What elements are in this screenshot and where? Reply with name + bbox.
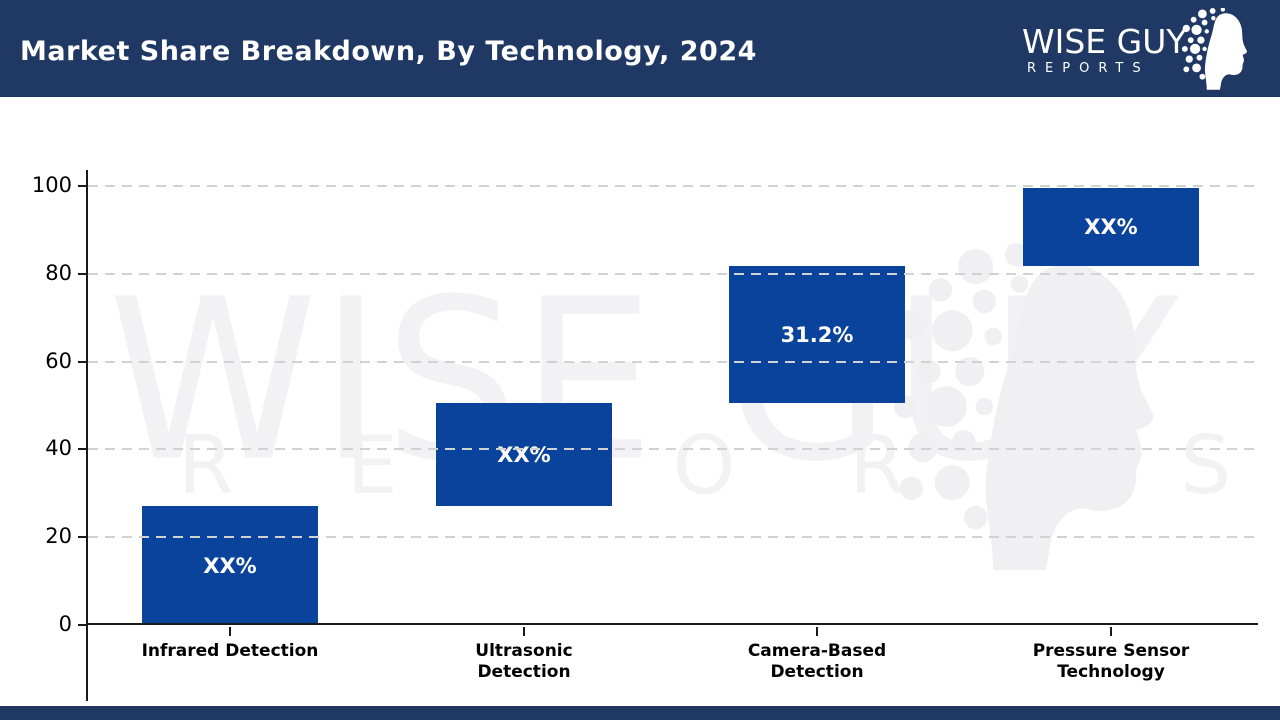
x-axis-line [86, 623, 1258, 625]
category-label: Pressure Sensor Technology [1001, 641, 1221, 683]
category-label-line: Ultrasonic [475, 641, 573, 661]
bar-3: 31.2% [729, 266, 905, 404]
category-label: Ultrasonic Detection [414, 641, 634, 683]
header-bar: Market Share Breakdown, By Technology, 2… [0, 0, 1280, 97]
logo-text: WISE GUY REPORTS [1022, 22, 1187, 77]
y-tick-label: 0 [58, 612, 72, 636]
bar-2: XX% [436, 403, 612, 507]
logo-subtitle: REPORTS [1027, 61, 1150, 76]
x-tick-mark [816, 627, 818, 636]
footer-bar [0, 706, 1280, 720]
y-tick-mark [78, 624, 86, 626]
category-label-line: Detection [770, 662, 864, 682]
y-tick-label: 20 [45, 524, 72, 549]
y-tick-mark [78, 272, 86, 275]
head-profile-dots-icon [1181, 8, 1247, 90]
x-tick-mark [229, 627, 231, 636]
bar-value-label: XX% [1084, 215, 1138, 240]
y-tick-mark [78, 185, 86, 187]
x-tick-mark [523, 627, 525, 636]
y-tick-label: 40 [45, 436, 72, 461]
y-tick-label: 60 [45, 348, 72, 373]
wise-guy-reports-logo: WISE GUY REPORTS [1022, 8, 1272, 92]
watermark-head-icon [893, 240, 1154, 571]
category-label: Camera-Based Detection [707, 641, 927, 683]
gridline-100 [88, 185, 1256, 187]
gridline-60 [88, 360, 1256, 363]
category-label-line: Pressure Sensor [1032, 641, 1190, 661]
chart-title: Market Share Breakdown, By Technology, 2… [20, 36, 757, 67]
y-tick-label: 100 [31, 173, 72, 197]
y-tick-mark [78, 360, 86, 363]
bar-4: XX% [1023, 188, 1199, 267]
y-tick-mark [78, 448, 86, 451]
category-label-line: Technology [1057, 662, 1165, 682]
bar-value-label: XX% [203, 553, 257, 578]
y-axis-line [86, 170, 88, 701]
category-label: Infrared Detection [120, 641, 340, 662]
y-tick-mark [78, 536, 86, 539]
category-label-line: Detection [477, 662, 571, 682]
gridline-40 [88, 448, 1256, 451]
bar-1: XX% [142, 506, 318, 625]
category-label-line: Camera-Based [747, 641, 887, 661]
chart-area: WISE GUY R E P O R T S XX% XX% 31.2% XX% 0 20… [0, 97, 1280, 706]
bar-value-label: 31.2% [780, 322, 854, 347]
gridline-20 [88, 536, 1256, 539]
bar-value-label: XX% [497, 442, 551, 467]
logo-wordmark: WISE GUY [1022, 22, 1187, 61]
x-tick-mark [1110, 627, 1112, 636]
category-label-line: Infrared Detection [141, 641, 319, 661]
gridline-80 [88, 272, 1256, 275]
y-tick-label: 80 [45, 260, 72, 285]
